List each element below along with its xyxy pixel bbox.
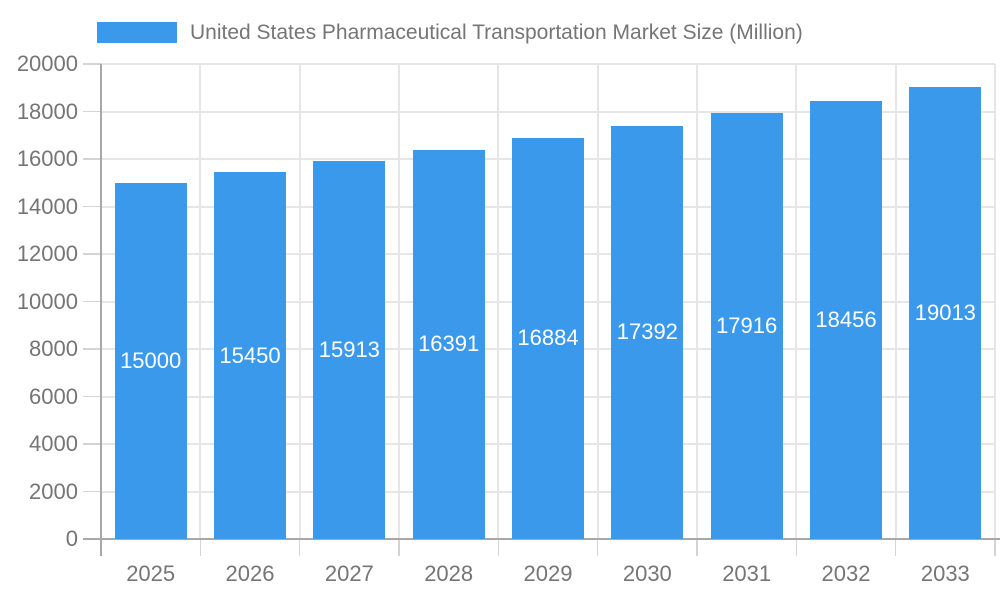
x-gridline (398, 64, 400, 539)
x-gridline (497, 64, 500, 539)
x-gridline (994, 64, 996, 539)
bar-2031: 17916 (710, 113, 783, 539)
bar-2030: 17392 (611, 125, 684, 539)
y-axis-label: 14000 (16, 193, 78, 219)
bar-2032: 18456 (810, 100, 882, 539)
x-tick (894, 539, 897, 556)
x-gridline (199, 64, 202, 539)
x-axis-label: 2027 (324, 561, 374, 586)
y-axis-label: 18000 (16, 98, 78, 124)
x-tick (298, 539, 301, 556)
x-tick (596, 539, 599, 556)
y-gridline (101, 110, 995, 113)
bar-2026: 15450 (214, 172, 286, 539)
bar-value-label: 17916 (716, 313, 778, 339)
x-axis-label: 2025 (126, 561, 176, 586)
x-tick (398, 539, 400, 556)
y-gridline (101, 63, 995, 65)
bar-value-label: 18456 (815, 306, 877, 332)
legend-swatch (97, 22, 177, 43)
x-axis-label: 2026 (225, 561, 275, 586)
x-tick (696, 539, 698, 556)
y-tick (83, 205, 101, 208)
bar-2028: 16391 (412, 149, 485, 539)
y-axis-label: 2000 (29, 478, 78, 504)
x-axis-label: 2028 (424, 561, 474, 586)
y-axis-label: 0 (65, 526, 78, 551)
chart-title: United States Pharmaceutical Transportat… (190, 20, 803, 44)
x-tick (994, 539, 996, 556)
bar-value-label: 15450 (219, 342, 281, 368)
y-axis-label: 12000 (16, 241, 78, 266)
x-tick (497, 539, 500, 556)
x-axis-label: 2033 (920, 561, 970, 586)
y-axis-label: 10000 (16, 288, 78, 314)
x-axis-label: 2031 (722, 561, 772, 586)
y-tick (83, 253, 101, 255)
x-gridline (795, 64, 798, 539)
y-tick (83, 63, 101, 65)
y-axis-label: 8000 (29, 336, 78, 361)
y-axis-label: 20000 (16, 51, 78, 76)
y-tick (83, 158, 101, 160)
x-gridline (894, 64, 897, 539)
bar-2027: 15913 (313, 161, 386, 539)
y-tick (83, 443, 101, 445)
x-gridline (696, 64, 698, 539)
y-tick (83, 348, 101, 350)
bar-value-label: 16391 (418, 331, 480, 357)
y-tick (83, 490, 101, 493)
x-tick (199, 539, 202, 556)
y-tick (83, 300, 101, 303)
x-axis-label: 2032 (821, 561, 871, 586)
bar-value-label: 19013 (914, 300, 976, 326)
bar-value-label: 16884 (517, 325, 579, 351)
x-axis-label: 2029 (523, 561, 573, 586)
x-axis-label: 2030 (622, 561, 672, 586)
y-tick (83, 110, 101, 113)
y-axis-label: 6000 (29, 383, 78, 409)
x-gridline (596, 64, 599, 539)
x-gridline (298, 64, 301, 539)
bar-2025: 15000 (114, 182, 187, 539)
y-axis-label: 4000 (29, 431, 78, 456)
bar-value-label: 15913 (318, 337, 380, 363)
y-tick (83, 395, 101, 398)
bar-2029: 16884 (512, 138, 584, 539)
x-axis-line (83, 538, 1000, 540)
bar-value-label: 15000 (120, 347, 182, 373)
y-axis-label: 16000 (16, 146, 78, 171)
x-tick (795, 539, 798, 556)
chart-legend[interactable]: United States Pharmaceutical Transportat… (97, 11, 803, 54)
bar-value-label: 17392 (616, 319, 678, 345)
bar-2033: 19013 (909, 87, 982, 539)
y-axis-line (100, 64, 102, 556)
